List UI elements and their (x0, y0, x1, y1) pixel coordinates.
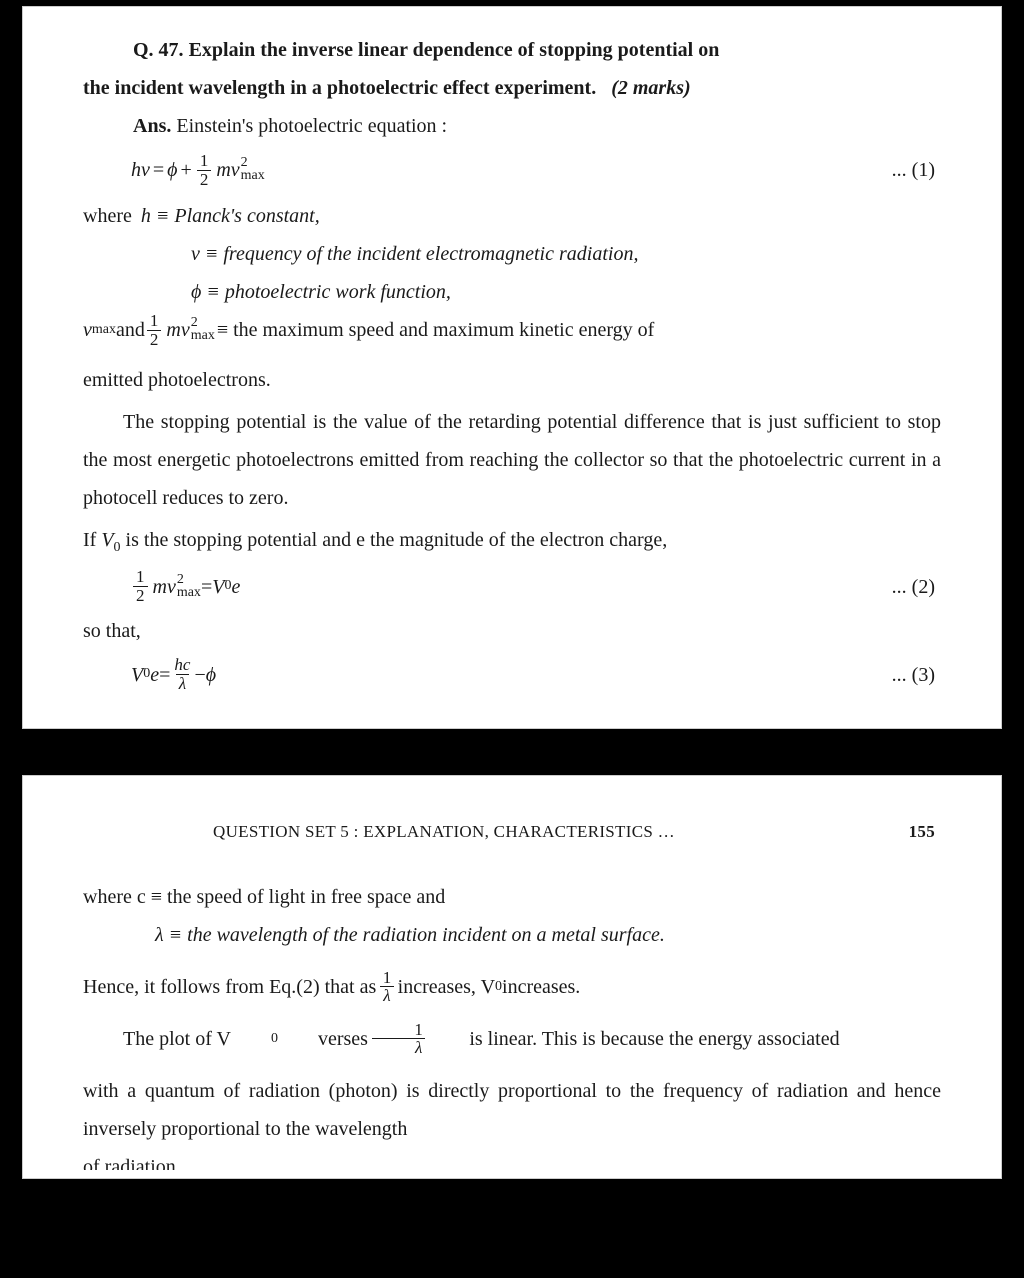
equation-3: V0e = hc λ − ϕ ... (3) (83, 650, 941, 700)
question-text-2: the incident wavelength in a photoelectr… (83, 77, 596, 99)
final-para: with a quantum of radiation (photon) is … (83, 1072, 941, 1148)
where-label: where (83, 205, 132, 227)
page-2: QUESTION SET 5 : EXPLANATION, CHARACTERI… (22, 775, 1002, 1179)
question-number: Q. 47. (133, 39, 184, 61)
ke-half: 1 2 (147, 312, 162, 349)
plot-frac: 1 λ (372, 1021, 425, 1058)
question-marks: (2 marks) (611, 77, 690, 99)
c-def: where c ≡ the speed of light in free spa… (83, 878, 941, 916)
equation-1-body: hv = ϕ + 1 2 m v 2 max (131, 151, 265, 189)
def-nu: ν ≡ frequency of the incident electromag… (83, 235, 941, 273)
page-gap (0, 729, 1024, 775)
page-2-header: QUESTION SET 5 : EXPLANATION, CHARACTERI… (83, 816, 941, 848)
equation-2-body: 1 2 mv 2 max = V0e (131, 568, 240, 606)
equation-3-number: ... (3) (892, 656, 941, 694)
answer-intro: Ans. Einstein's photoelectric equation : (83, 107, 941, 145)
equation-3-body: V0e = hc λ − ϕ (131, 656, 216, 694)
hence-frac: 1 λ (380, 969, 393, 1006)
eq1-half: 1 2 (197, 152, 212, 189)
equation-2-number: ... (2) (892, 568, 941, 606)
so-that: so that, (83, 612, 941, 650)
ke-mv: mv (166, 311, 189, 349)
equation-1: hv = ϕ + 1 2 m v 2 max ... (1) (83, 145, 941, 195)
emitted-line: emitted photoelectrons. (83, 361, 941, 399)
eq3-frac: hc λ (172, 656, 192, 693)
eq1-phi: ϕ (167, 151, 177, 189)
page-1: Q. 47. Explain the inverse linear depend… (22, 6, 1002, 729)
eq1-m: m (216, 151, 230, 189)
question-line-1: Q. 47. Explain the inverse linear depend… (83, 31, 941, 69)
equation-1-number: ... (1) (892, 151, 941, 189)
question-line-2: the incident wavelength in a photoelectr… (83, 69, 941, 107)
eq2-half: 1 2 (133, 568, 148, 605)
eq1-subsup: 2 max (241, 157, 265, 182)
ke-text: ≡ the maximum speed and maximum kinetic … (217, 311, 654, 349)
lambda-def: λ ≡ the wavelength of the radiation inci… (83, 916, 941, 954)
def-h: h ≡ Planck's constant, (141, 205, 320, 227)
def-phi: ϕ ≡ photoelectric work function, (83, 273, 941, 311)
vmax-and: and (116, 311, 145, 349)
cutoff-line: of radiation (83, 1148, 941, 1170)
answer-label: Ans. (133, 115, 171, 137)
answer-intro-text: Einstein's photoelectric equation : (176, 115, 447, 137)
plot-line: The plot of V0 verses 1 λ is linear. Thi… (83, 1020, 941, 1058)
stopping-paragraph: The stopping potential is the value of t… (83, 403, 941, 517)
eq1-plus: + (181, 151, 192, 189)
eq2-subsup: 2 max (177, 574, 201, 599)
hence-line: Hence, it follows from Eq.(2) that as 1 … (83, 968, 941, 1006)
header-text: QUESTION SET 5 : EXPLANATION, CHARACTERI… (213, 816, 675, 848)
equation-2: 1 2 mv 2 max = V0e ... (2) (83, 562, 941, 612)
ke-subsup: 2 max (191, 317, 215, 342)
page-number: 155 (909, 816, 935, 848)
eq1-v: v (231, 151, 240, 189)
question-text-1: Explain the inverse linear dependence of… (189, 39, 720, 61)
def-vmax-ke: vmax and 1 2 mv 2 max ≡ the maximum spee… (83, 311, 941, 349)
if-line: If V0 is the stopping potential and e th… (83, 521, 941, 562)
vmax-sym: v (83, 311, 92, 349)
eq1-eq: = (153, 151, 164, 189)
where-line: where h ≡ Planck's constant, (83, 197, 941, 235)
eq1-lhs: hv (131, 151, 150, 189)
